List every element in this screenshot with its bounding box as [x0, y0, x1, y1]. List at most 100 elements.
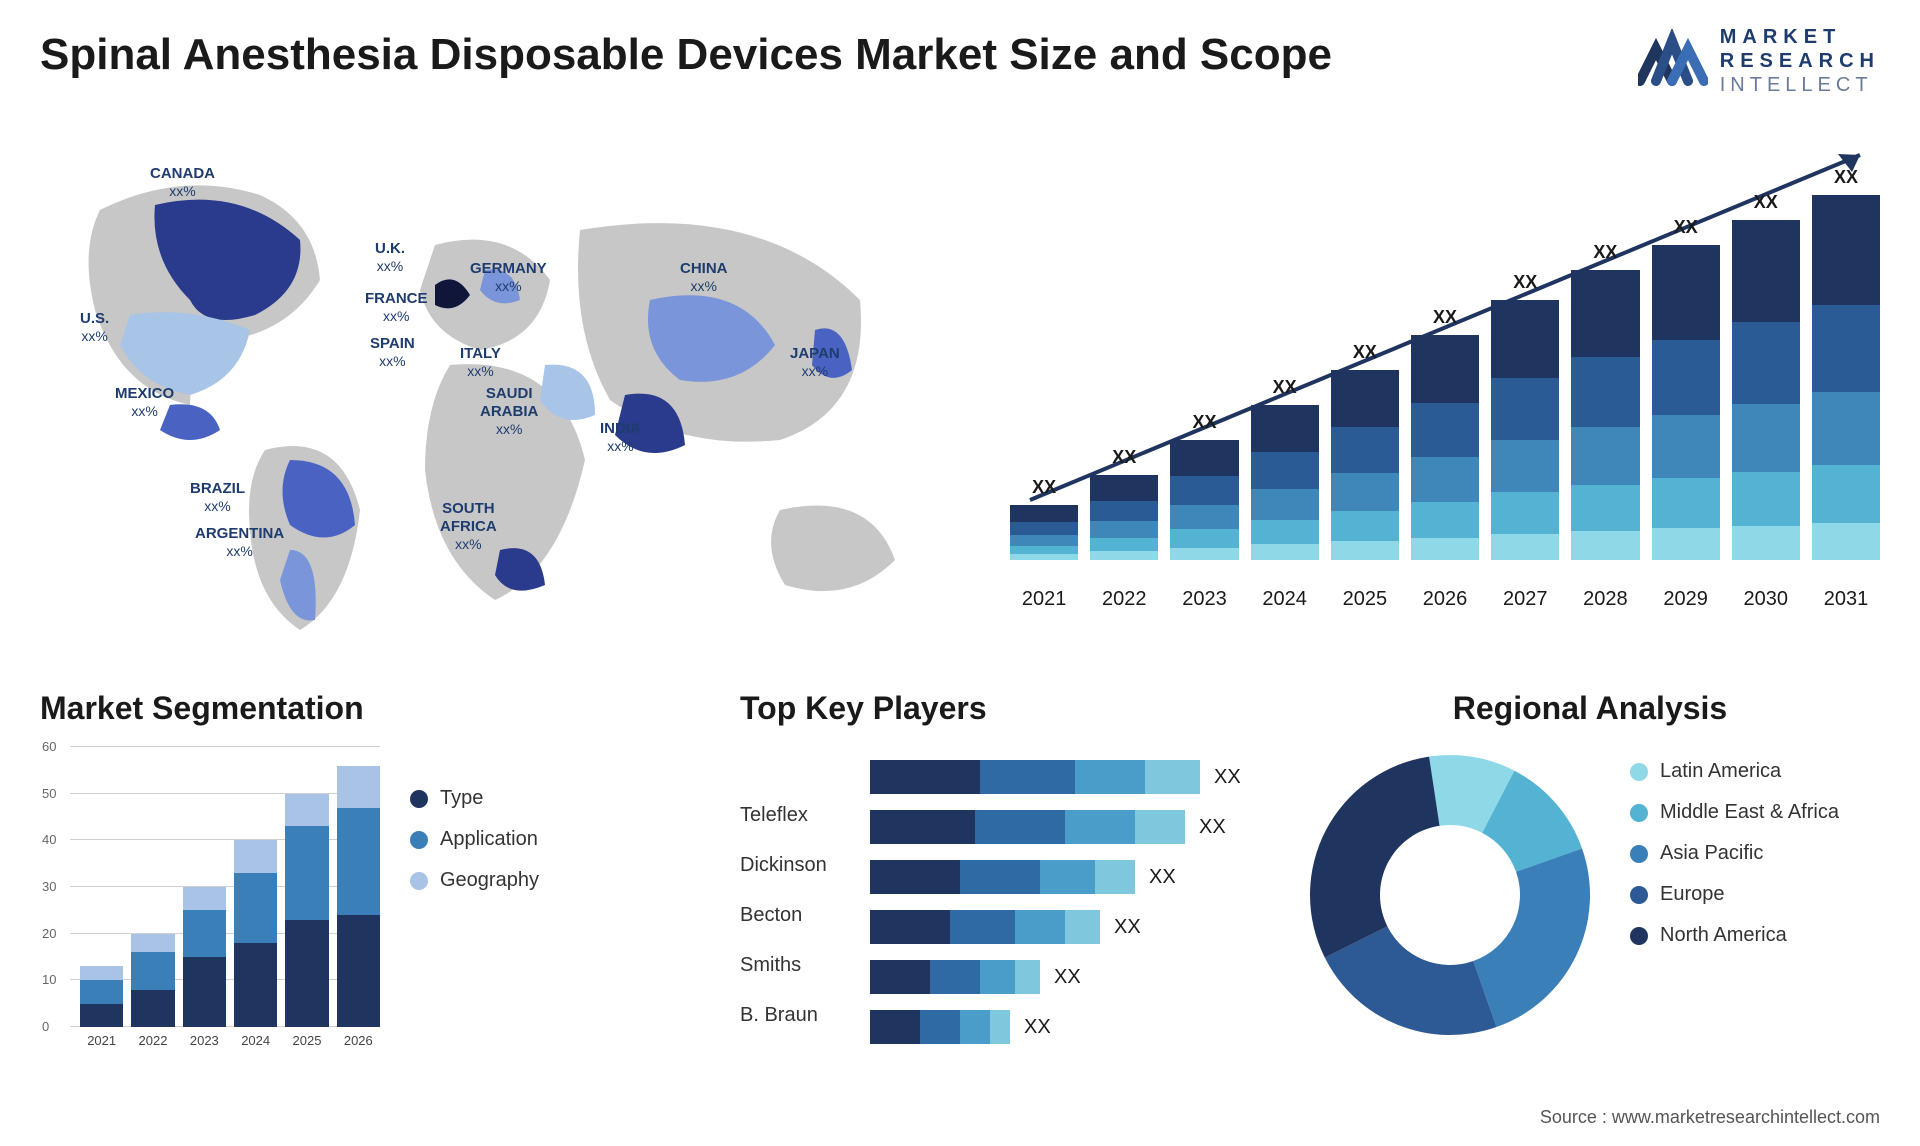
kp-label-b-braun: B. Braun — [740, 990, 827, 1040]
regional-donut — [1300, 745, 1600, 1045]
kp-value: XX — [1214, 766, 1241, 789]
seg-bar-2022 — [131, 934, 174, 1027]
logo-text: MARKET RESEARCH INTELLECT — [1720, 25, 1880, 97]
donut-slice-asia-pacific — [1473, 849, 1590, 1028]
seg-bar-2025 — [285, 794, 328, 1027]
seg-bar-2024 — [234, 840, 277, 1027]
map-label-canada: CANADAxx% — [150, 165, 215, 201]
main-bar-2026: XX — [1411, 335, 1479, 560]
main-bar-value: XX — [1090, 447, 1158, 468]
main-bar-value: XX — [1652, 217, 1720, 238]
source-attribution: Source : www.marketresearchintellect.com — [1540, 1107, 1880, 1128]
main-bar-2028: XX — [1571, 270, 1639, 560]
kp-bar-4: XX — [870, 960, 1270, 994]
map-label-u-k-: U.K.xx% — [375, 240, 405, 276]
main-xlabel: 2027 — [1491, 580, 1559, 620]
main-xlabel: 2023 — [1170, 580, 1238, 620]
main-bar-value: XX — [1812, 167, 1880, 188]
map-label-u-s-: U.S.xx% — [80, 310, 109, 346]
kp-bar-1: XX — [870, 810, 1270, 844]
regional-title: Regional Analysis — [1300, 690, 1880, 727]
seg-bar-2023 — [183, 887, 226, 1027]
kp-value: XX — [1114, 916, 1141, 939]
map-label-mexico: MEXICOxx% — [115, 385, 174, 421]
main-xlabel: 2022 — [1090, 580, 1158, 620]
key-players-labels: TeleflexDickinsonBectonSmithsB. Braun — [740, 790, 827, 1040]
segmentation-title: Market Segmentation — [40, 690, 680, 727]
logo-line2: RESEARCH — [1720, 49, 1880, 73]
seg-legend-application: Application — [410, 828, 539, 851]
map-label-india: INDIAxx% — [600, 420, 641, 456]
map-label-spain: SPAINxx% — [370, 335, 415, 371]
map-label-saudi-arabia: SAUDIARABIAxx% — [480, 385, 538, 439]
logo-line3: INTELLECT — [1720, 73, 1880, 97]
market-segmentation-section: Market Segmentation 01020304050602021202… — [40, 690, 680, 1090]
kp-value: XX — [1024, 1016, 1051, 1039]
reg-legend-europe: Europe — [1630, 883, 1839, 906]
map-label-italy: ITALYxx% — [460, 345, 501, 381]
main-bar-2029: XX — [1652, 245, 1720, 560]
reg-legend-asia-pacific: Asia Pacific — [1630, 842, 1839, 865]
main-xlabel: 2030 — [1732, 580, 1800, 620]
kp-value: XX — [1199, 816, 1226, 839]
key-players-bars: XX XX XX XX XX XX — [870, 760, 1270, 1060]
kp-value: XX — [1054, 966, 1081, 989]
main-bar-value: XX — [1010, 477, 1078, 498]
main-xlabel: 2028 — [1571, 580, 1639, 620]
map-label-south-africa: SOUTHAFRICAxx% — [440, 500, 497, 554]
world-map: CANADAxx% U.S.xx% MEXICOxx% BRAZILxx% ARGENT… — [40, 130, 950, 650]
map-label-brazil: BRAZILxx% — [190, 480, 245, 516]
main-bar-2021: XX — [1010, 505, 1078, 560]
kp-bar-5: XX — [870, 1010, 1270, 1044]
kp-label-becton: Becton — [740, 890, 827, 940]
donut-slice-north-america — [1310, 757, 1440, 958]
segmentation-chart: 0102030405060202120222023202420252026 — [40, 747, 380, 1057]
map-label-japan: JAPANxx% — [790, 345, 840, 381]
seg-legend-geography: Geography — [410, 869, 539, 892]
main-xlabel: 2021 — [1010, 580, 1078, 620]
kp-bar-2: XX — [870, 860, 1270, 894]
main-bar-2030: XX — [1732, 220, 1800, 560]
kp-value: XX — [1149, 866, 1176, 889]
brand-logo: MARKET RESEARCH INTELLECT — [1638, 25, 1880, 97]
market-size-chart: XXXXXXXXXXXXXXXXXXXXXX 20212022202320242… — [1010, 150, 1880, 620]
reg-legend-middle-east-africa: Middle East & Africa — [1630, 801, 1839, 824]
main-xlabel: 2024 — [1251, 580, 1319, 620]
main-bar-2023: XX — [1170, 440, 1238, 560]
reg-legend-latin-america: Latin America — [1630, 760, 1839, 783]
seg-legend-type: Type — [410, 787, 539, 810]
main-bar-2027: XX — [1491, 300, 1559, 560]
main-bar-2022: XX — [1090, 475, 1158, 560]
key-players-section: Top Key Players TeleflexDickinsonBectonS… — [740, 690, 1280, 1090]
main-bar-2025: XX — [1331, 370, 1399, 560]
main-bar-value: XX — [1571, 242, 1639, 263]
main-xlabel: 2031 — [1812, 580, 1880, 620]
map-label-germany: GERMANYxx% — [470, 260, 547, 296]
logo-mark-icon — [1638, 29, 1708, 93]
seg-bar-2026 — [337, 766, 380, 1027]
main-xlabel: 2025 — [1331, 580, 1399, 620]
key-players-title: Top Key Players — [740, 690, 1280, 727]
map-label-argentina: ARGENTINAxx% — [195, 525, 284, 561]
map-label-france: FRANCExx% — [365, 290, 428, 326]
main-bar-2031: XX — [1812, 195, 1880, 560]
regional-legend: Latin America Middle East & Africa Asia Pa… — [1630, 760, 1839, 965]
regional-analysis-section: Regional Analysis Latin America Middle Ea… — [1300, 690, 1880, 1090]
main-bar-value: XX — [1170, 412, 1238, 433]
kp-label-smiths: Smiths — [740, 940, 827, 990]
main-bar-value: XX — [1251, 377, 1319, 398]
main-bar-2024: XX — [1251, 405, 1319, 560]
main-xlabel: 2026 — [1411, 580, 1479, 620]
seg-bar-2021 — [80, 966, 123, 1027]
main-bar-value: XX — [1411, 307, 1479, 328]
main-bar-value: XX — [1331, 342, 1399, 363]
kp-label-dickinson: Dickinson — [740, 840, 827, 890]
main-xlabel: 2029 — [1652, 580, 1720, 620]
kp-label-teleflex: Teleflex — [740, 790, 827, 840]
reg-legend-north-america: North America — [1630, 924, 1839, 947]
kp-bar-0: XX — [870, 760, 1270, 794]
segmentation-legend: Type Application Geography — [410, 787, 539, 910]
kp-bar-3: XX — [870, 910, 1270, 944]
logo-line1: MARKET — [1720, 25, 1880, 49]
page-title: Spinal Anesthesia Disposable Devices Mar… — [40, 30, 1332, 80]
